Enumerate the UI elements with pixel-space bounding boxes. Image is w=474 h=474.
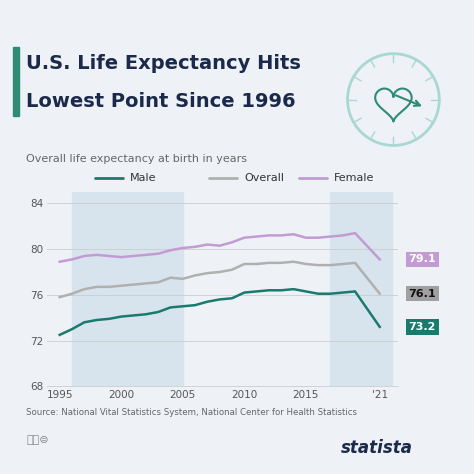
Text: Source: National Vital Statistics System, National Center for Health Statistics: Source: National Vital Statistics System… xyxy=(26,408,357,417)
Text: statista: statista xyxy=(341,439,413,457)
Bar xyxy=(330,192,392,386)
Text: 76.1: 76.1 xyxy=(409,289,436,299)
Bar xyxy=(72,192,183,386)
Text: ⒸⒾ⊜: ⒸⒾ⊜ xyxy=(26,435,49,445)
Text: 79.1: 79.1 xyxy=(409,255,436,264)
Text: Female: Female xyxy=(334,173,374,183)
Text: U.S. Life Expectancy Hits: U.S. Life Expectancy Hits xyxy=(26,55,301,73)
Text: 73.2: 73.2 xyxy=(409,322,436,332)
Text: Male: Male xyxy=(130,173,157,183)
Text: Lowest Point Since 1996: Lowest Point Since 1996 xyxy=(26,92,296,111)
Text: Overall life expectancy at birth in years: Overall life expectancy at birth in year… xyxy=(26,154,247,164)
Text: Overall: Overall xyxy=(244,173,284,183)
